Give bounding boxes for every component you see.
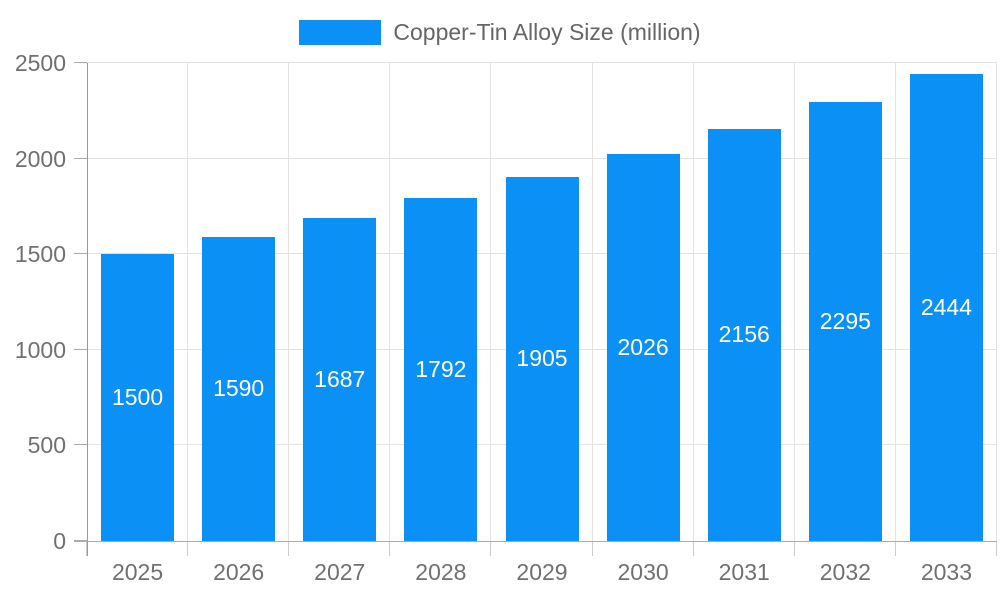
y-axis-tick-2000 <box>74 157 87 159</box>
x-tick-label-2026: 2026 <box>213 559 265 585</box>
gridline-vertical <box>490 63 492 541</box>
bar-value-label: 2444 <box>920 293 973 320</box>
bar-value-label: 2295 <box>819 308 871 335</box>
legend-label: Copper-Tin Alloy Size (million) <box>393 18 701 45</box>
gridline-vertical <box>389 63 391 541</box>
x-axis-line <box>74 541 997 542</box>
y-tick-label-2000: 2000 <box>14 145 66 172</box>
x-axis-tick <box>996 541 997 556</box>
legend-swatch[interactable] <box>299 19 382 45</box>
gridline-vertical <box>187 63 189 541</box>
x-tick-label-2030: 2030 <box>617 559 669 585</box>
y-tick-label-1500: 1500 <box>14 241 66 268</box>
plot-area: 1500 1590 1687 1792 1905 2026 2156 2295 2444 <box>74 62 997 556</box>
bar-2028[interactable]: 1792 <box>404 198 478 541</box>
bar-2032[interactable]: 2295 <box>808 102 882 541</box>
y-axis-tick-0 <box>74 540 87 541</box>
bar-value-label: 2156 <box>718 321 770 348</box>
bar-2030[interactable]: 2026 <box>606 153 680 541</box>
x-axis-tick <box>389 541 391 556</box>
x-axis-tick <box>793 541 795 556</box>
x-tick-label-2025: 2025 <box>111 559 164 585</box>
gridline-horizontal-2000 <box>87 157 997 159</box>
x-axis-tick <box>591 541 593 556</box>
y-axis-line <box>87 63 88 556</box>
x-tick-label-2033: 2033 <box>920 559 973 585</box>
y-tick-label-1000: 1000 <box>14 336 66 363</box>
x-tick-label-2027: 2027 <box>314 559 366 585</box>
bar-2026[interactable]: 1590 <box>202 236 276 541</box>
gridline-vertical <box>894 63 896 541</box>
x-axis-tick <box>86 541 87 556</box>
gridline-vertical <box>288 63 290 541</box>
bar-value-label: 1687 <box>314 366 366 393</box>
x-axis-tick <box>187 541 189 556</box>
bar-2029[interactable]: 1905 <box>505 176 579 541</box>
bar-2027[interactable]: 1687 <box>303 218 377 541</box>
y-axis-tick-2500 <box>74 62 87 63</box>
y-tick-label-2500: 2500 <box>14 50 66 76</box>
x-tick-label-2029: 2029 <box>516 559 568 585</box>
legend[interactable]: Copper-Tin Alloy Size (million) <box>0 14 1000 50</box>
gridline-vertical <box>793 63 795 541</box>
y-axis-tick-500 <box>74 444 87 446</box>
y-axis-tick-1500 <box>74 253 87 255</box>
x-tick-label-2032: 2032 <box>819 559 871 585</box>
bar-value-label: 2026 <box>617 333 669 360</box>
bar-2033[interactable]: 2444 <box>909 73 983 541</box>
y-tick-label-500: 500 <box>27 432 66 459</box>
y-axis-tick-1000 <box>74 348 87 350</box>
gridline-horizontal-2500 <box>87 62 997 63</box>
bar-value-label: 1590 <box>213 375 265 402</box>
x-axis-tick <box>288 541 290 556</box>
gridline-vertical <box>591 63 593 541</box>
x-axis-tick <box>894 541 896 556</box>
x-axis-tick <box>490 541 492 556</box>
y-tick-label-0: 0 <box>53 528 66 554</box>
x-axis-tick <box>692 541 694 556</box>
bar-value-label: 1905 <box>516 345 568 372</box>
bar-value-label: 1500 <box>111 384 164 411</box>
bar-2025[interactable]: 1500 <box>101 254 175 541</box>
gridline-vertical <box>692 63 694 541</box>
bar-value-label: 1792 <box>415 356 467 383</box>
x-tick-label-2028: 2028 <box>415 559 467 585</box>
gridline-vertical <box>996 63 997 541</box>
x-tick-label-2031: 2031 <box>718 559 770 585</box>
bar-2031[interactable]: 2156 <box>707 128 781 541</box>
